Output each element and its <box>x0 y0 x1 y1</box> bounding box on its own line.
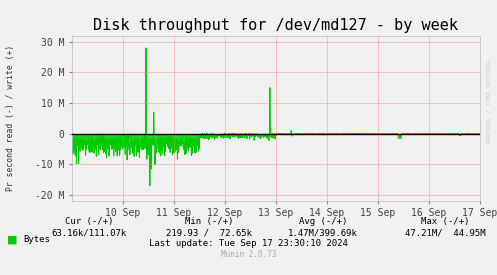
Text: Munin 2.0.73: Munin 2.0.73 <box>221 250 276 259</box>
Text: Avg (-/+): Avg (-/+) <box>299 217 347 226</box>
Text: 219.93 /  72.65k: 219.93 / 72.65k <box>166 228 252 237</box>
Text: 63.16k/111.07k: 63.16k/111.07k <box>52 228 127 237</box>
Text: ■: ■ <box>7 234 18 244</box>
Text: Min (-/+): Min (-/+) <box>184 217 233 226</box>
Text: 1.47M/399.69k: 1.47M/399.69k <box>288 228 358 237</box>
Text: Max (-/+): Max (-/+) <box>420 217 469 226</box>
Text: 47.21M/  44.95M: 47.21M/ 44.95M <box>405 228 485 237</box>
Text: RRDTOOL / TOBI OETIKER: RRDTOOL / TOBI OETIKER <box>486 60 491 143</box>
Text: Cur (-/+): Cur (-/+) <box>65 217 114 226</box>
Title: Disk throughput for /dev/md127 - by week: Disk throughput for /dev/md127 - by week <box>93 18 458 33</box>
Text: Pr second read (-) / write (+): Pr second read (-) / write (+) <box>6 45 15 191</box>
Text: Bytes: Bytes <box>23 235 50 244</box>
Text: Last update: Tue Sep 17 23:30:10 2024: Last update: Tue Sep 17 23:30:10 2024 <box>149 239 348 248</box>
